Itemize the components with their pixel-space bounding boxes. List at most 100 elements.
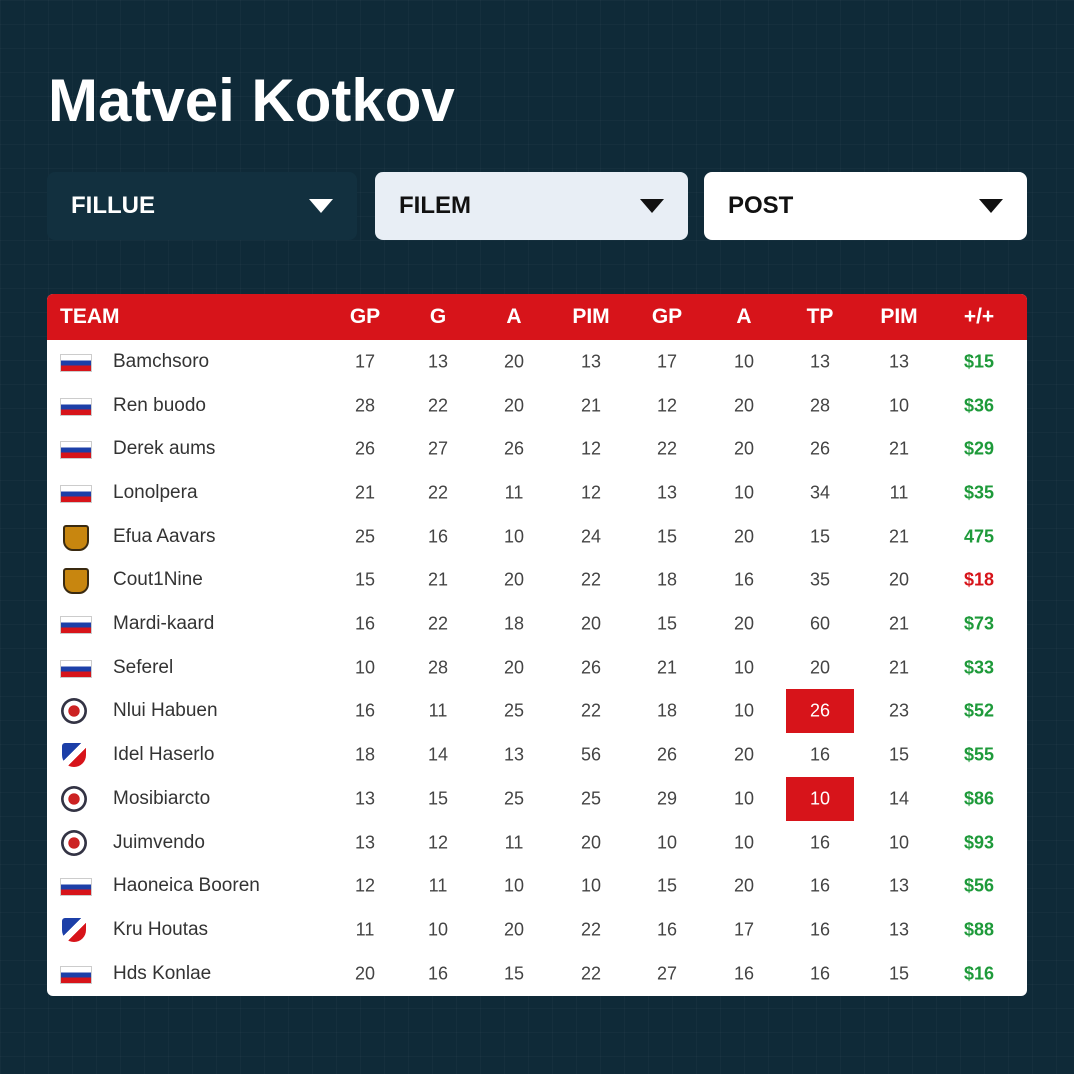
team-name: Nlui Habuen (113, 700, 218, 722)
team-badge (60, 484, 92, 503)
stat-cell: 16 (809, 919, 831, 940)
table-header: TEAM GP G A PIM GP A TP PIM +/+ (47, 294, 1027, 340)
stat-cell: 15 (888, 963, 910, 984)
team-name: Kru Houtas (113, 918, 209, 940)
stat-cell: 13 (580, 351, 602, 372)
team-badge (63, 568, 89, 595)
filter-dropdown[interactable]: FILEM (375, 172, 688, 240)
stat-cell: 20 (354, 963, 376, 984)
stat-cell: 22 (427, 482, 449, 503)
stat-cell: $93 (963, 832, 995, 853)
team-badge (60, 397, 92, 416)
team-badge (62, 743, 86, 768)
stat-cell: 20 (733, 875, 755, 896)
stat-cell: 10 (733, 832, 755, 853)
stat-cell: 25 (503, 700, 525, 721)
stat-cell: 16 (809, 744, 831, 765)
stat-cell: 13 (427, 351, 449, 372)
dropdown-arrow (640, 199, 664, 213)
stat-cell: 22 (580, 963, 602, 984)
stat-cell: 15 (427, 788, 449, 809)
stat-cell: 26 (809, 700, 831, 721)
column-header: PIM (880, 305, 918, 328)
stat-cell: $52 (963, 700, 995, 721)
stat-cell: 16 (427, 963, 449, 984)
stat-cell: $86 (963, 788, 995, 809)
team-name: Idel Haserlo (113, 744, 215, 766)
stat-cell: 21 (888, 613, 910, 634)
stat-cell: 18 (656, 700, 678, 721)
stat-cell: 26 (580, 657, 602, 678)
stat-cell: 20 (809, 657, 831, 678)
team-name: Ren buodo (113, 394, 206, 416)
stat-cell: 13 (888, 875, 910, 896)
stat-cell: 12 (354, 875, 376, 896)
filter-label: FILLUE (71, 192, 155, 219)
stat-cell: 10 (733, 788, 755, 809)
stat-cell: 20 (733, 526, 755, 547)
stat-cell: 27 (427, 438, 449, 459)
team-badge (60, 441, 92, 460)
team-name: Hds Konlae (113, 962, 212, 984)
highlight-cell (786, 689, 854, 734)
dropdown-arrow (979, 199, 1003, 213)
team-name: Derek aums (113, 438, 216, 460)
stat-cell: 25 (354, 526, 376, 547)
stat-cell: 11 (428, 875, 448, 896)
column-header: G (429, 305, 447, 328)
stat-cell: 16 (656, 919, 678, 940)
stat-cell: 17 (733, 919, 755, 940)
stat-cell: $73 (963, 613, 995, 634)
stat-cell: 10 (888, 395, 910, 416)
stat-cell: 16 (354, 613, 376, 634)
team-name: Juimvendo (113, 831, 205, 853)
dropdown-arrow (309, 199, 333, 213)
stat-cell: 15 (888, 744, 910, 765)
column-header: A (506, 305, 522, 328)
stat-cell: $35 (963, 482, 995, 503)
stat-cell: 22 (656, 438, 678, 459)
stat-cell: 13 (354, 788, 376, 809)
filter-dropdown[interactable]: POST (704, 172, 1027, 240)
stat-cell: 13 (888, 351, 910, 372)
stat-cell: 22 (427, 395, 449, 416)
column-header: +/+ (963, 305, 995, 328)
team-badge (60, 878, 92, 897)
stat-cell: 18 (503, 613, 525, 634)
stat-cell: $18 (963, 569, 995, 590)
stat-cell: 21 (888, 657, 910, 678)
column-header: GP (349, 305, 381, 328)
stat-cell: $15 (963, 351, 995, 372)
stat-cell: 17 (656, 351, 678, 372)
stat-cell: 26 (503, 438, 525, 459)
stat-cell: 27 (656, 963, 678, 984)
stat-cell: $33 (963, 657, 995, 678)
stat-cell: 10 (354, 657, 376, 678)
team-name: Bamchsoro (113, 350, 210, 372)
stat-cell: 20 (503, 395, 525, 416)
stat-cell: $36 (963, 395, 995, 416)
stat-cell: 10 (580, 875, 602, 896)
stat-cell: 28 (809, 395, 831, 416)
stat-cell: 21 (354, 482, 376, 503)
team-name: Haoneica Booren (113, 875, 260, 897)
stat-cell: 10 (427, 919, 449, 940)
team-name: Efua Aavars (113, 525, 216, 547)
team-badge (60, 965, 92, 984)
stat-cell: 22 (427, 613, 449, 634)
stat-cell: 16 (427, 526, 449, 547)
stat-cell: 13 (503, 744, 525, 765)
stat-cell: $55 (963, 744, 995, 765)
stat-cell: 20 (503, 351, 525, 372)
filter-dropdown[interactable]: FILLUE (47, 172, 357, 240)
stat-cell: 12 (427, 832, 449, 853)
stat-cell: 26 (354, 438, 376, 459)
stat-cell: 13 (656, 482, 678, 503)
column-header: TEAM (60, 305, 120, 328)
team-badge (61, 698, 87, 725)
stat-cell: 16 (809, 963, 831, 984)
stat-cell: $88 (963, 919, 995, 940)
stat-cell: 16 (354, 700, 376, 721)
stat-cell: 22 (580, 569, 602, 590)
stat-cell: 21 (888, 438, 910, 459)
